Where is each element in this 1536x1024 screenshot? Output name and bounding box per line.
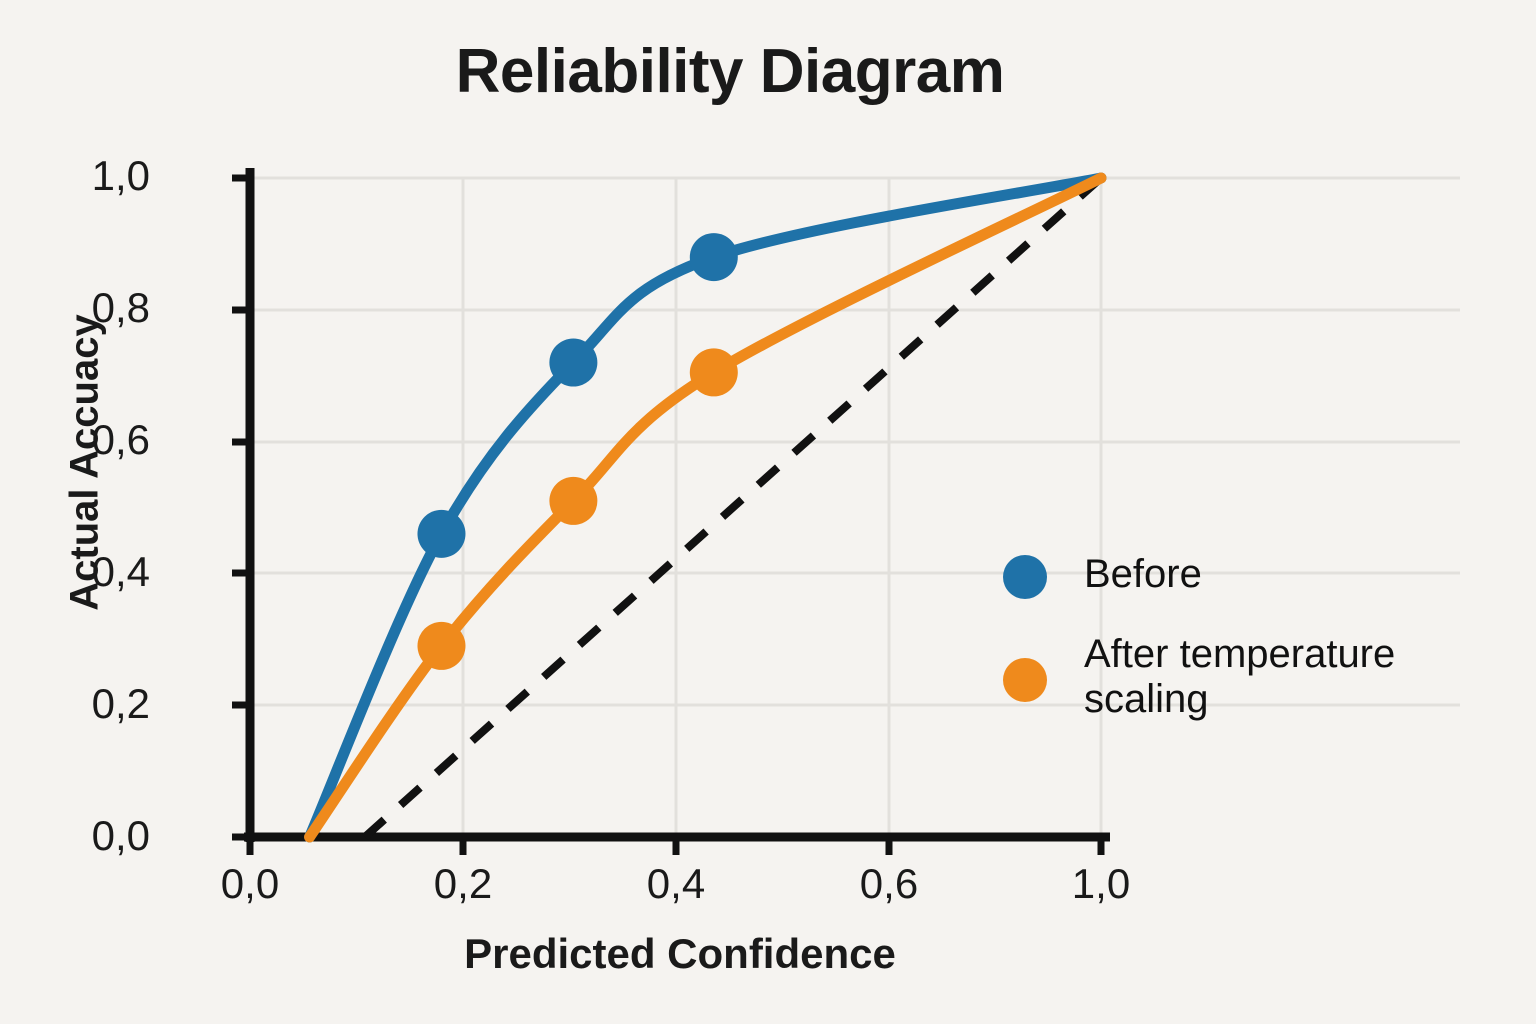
legend-marker-after[interactable] (1003, 658, 1047, 702)
y-tick-label-1-0: 1,0 (91, 152, 150, 199)
x-tick-label-0-2: 0,2 (433, 860, 493, 907)
x-tick-label-0-6: 0,6 (859, 860, 919, 907)
x-axis-title: Predicted Confidence (464, 930, 896, 977)
chart-title: Reliability Diagram (455, 37, 1005, 106)
x-tick-label-1-0: 1,0 (1071, 860, 1131, 907)
legend-marker-before[interactable] (1003, 555, 1047, 599)
after-markers (417, 348, 738, 670)
after-data-point (549, 476, 598, 525)
x-tick-label-0-4: 0,4 (646, 860, 706, 907)
legend (1003, 555, 1047, 702)
legend-label-after: After temperature scaling (1084, 632, 1396, 721)
y-tick-label-0-2: 0,2 (91, 680, 150, 727)
after-data-point (689, 348, 738, 397)
axis-spines (232, 168, 1110, 855)
y-tick-label-0-8: 0,8 (91, 284, 150, 331)
y-tick-label-0-6: 0,6 (91, 416, 150, 463)
before-data-point (549, 338, 598, 387)
legend-label-before: Before (1084, 552, 1202, 596)
before-data-point (417, 509, 466, 558)
before-markers (417, 233, 738, 558)
y-tick-label-0-4: 0,4 (91, 548, 150, 595)
before-data-point (689, 233, 738, 282)
x-tick-label-0-0: 0,0 (220, 860, 280, 907)
grid-lines (250, 176, 1460, 837)
series-group (304, 172, 1107, 843)
perfect-calibration-line (362, 175, 1104, 840)
y-tick-label-0-0: 0,0 (91, 812, 150, 859)
after-data-point (417, 621, 466, 670)
